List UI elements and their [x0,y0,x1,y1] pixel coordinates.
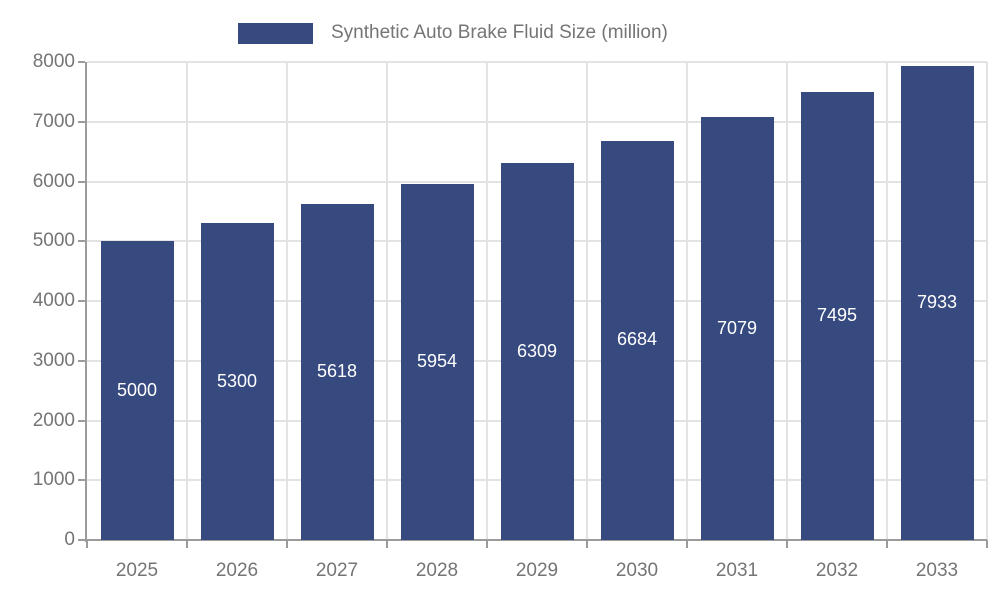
v-gridline [786,62,788,540]
y-tick [78,300,85,302]
y-tick-label: 1000 [32,469,75,491]
y-tick [78,479,85,482]
h-gridline [87,120,987,123]
x-tick [186,540,188,548]
y-tick-label: 0 [64,529,75,550]
bar[interactable] [800,92,874,540]
x-tick [686,540,688,548]
bar[interactable] [400,184,474,540]
y-tick-label: 6000 [32,170,75,192]
x-tick [386,540,388,548]
y-tick [78,240,85,243]
v-gridline [186,62,188,540]
x-tick [786,540,788,548]
legend[interactable]: Synthetic Auto Brake Fluid Size (million… [238,22,668,44]
v-gridline [986,62,988,540]
x-tick [886,540,888,548]
v-gridline [586,62,588,540]
x-tick [986,540,988,548]
y-tick-label: 2000 [32,409,75,431]
bar[interactable] [200,223,274,540]
y-tick-label: 5000 [32,230,75,252]
x-tick-label: 2032 [815,560,859,581]
v-gridline [286,62,288,540]
x-tick-label: 2026 [215,560,259,581]
bar[interactable] [600,140,674,540]
bar[interactable] [300,204,374,540]
y-tick [78,359,85,362]
y-tick [78,180,85,183]
y-tick-label: 4000 [32,290,75,311]
bar[interactable] [700,117,774,540]
x-tick [486,540,488,548]
y-tick-label: 7000 [32,110,75,132]
bar-value-label: 5000 [116,379,158,400]
y-tick [78,539,85,541]
x-tick [86,540,88,548]
h-gridline [87,61,987,63]
x-tick-label: 2031 [715,560,759,581]
bar[interactable] [500,163,574,540]
bar-value-label: 7079 [716,317,758,338]
x-tick [286,540,288,548]
x-tick-label: 2025 [115,560,159,581]
x-axis-line [85,539,987,541]
bar-value-label: 6684 [616,329,658,350]
v-gridline [386,62,388,540]
v-gridline [686,62,688,540]
x-tick-label: 2030 [615,560,659,581]
x-tick-label: 2027 [315,560,359,581]
x-tick-label: 2029 [515,560,559,581]
y-tick [78,61,85,63]
bar-value-label: 5300 [216,370,258,391]
bar-value-label: 7933 [916,292,958,312]
bar[interactable] [900,66,974,540]
v-gridline [486,62,488,540]
y-tick-label: 8000 [32,51,75,72]
x-tick-label: 2028 [415,560,459,581]
y-tick [78,419,85,422]
y-axis-line [85,62,87,542]
bar-value-label: 6309 [516,340,558,361]
x-tick [586,540,588,548]
legend-swatch [238,22,313,44]
bar-value-label: 5618 [316,361,358,382]
v-gridline [886,62,888,540]
legend-label: Synthetic Auto Brake Fluid Size (million… [331,22,668,43]
bar[interactable] [100,241,174,540]
y-tick [78,120,85,123]
bar-value-label: 7495 [816,305,858,326]
y-tick-label: 3000 [32,349,75,371]
x-tick-label: 2033 [915,560,959,581]
bar-value-label: 5954 [416,351,458,372]
